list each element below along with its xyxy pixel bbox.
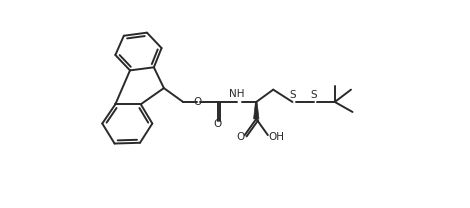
Text: OH: OH xyxy=(268,132,285,142)
Text: O: O xyxy=(213,119,221,129)
Text: S: S xyxy=(289,90,296,100)
Text: S: S xyxy=(311,90,317,100)
Text: O: O xyxy=(194,97,202,107)
Text: O: O xyxy=(237,132,245,142)
Polygon shape xyxy=(254,102,259,119)
Text: NH: NH xyxy=(229,89,245,99)
